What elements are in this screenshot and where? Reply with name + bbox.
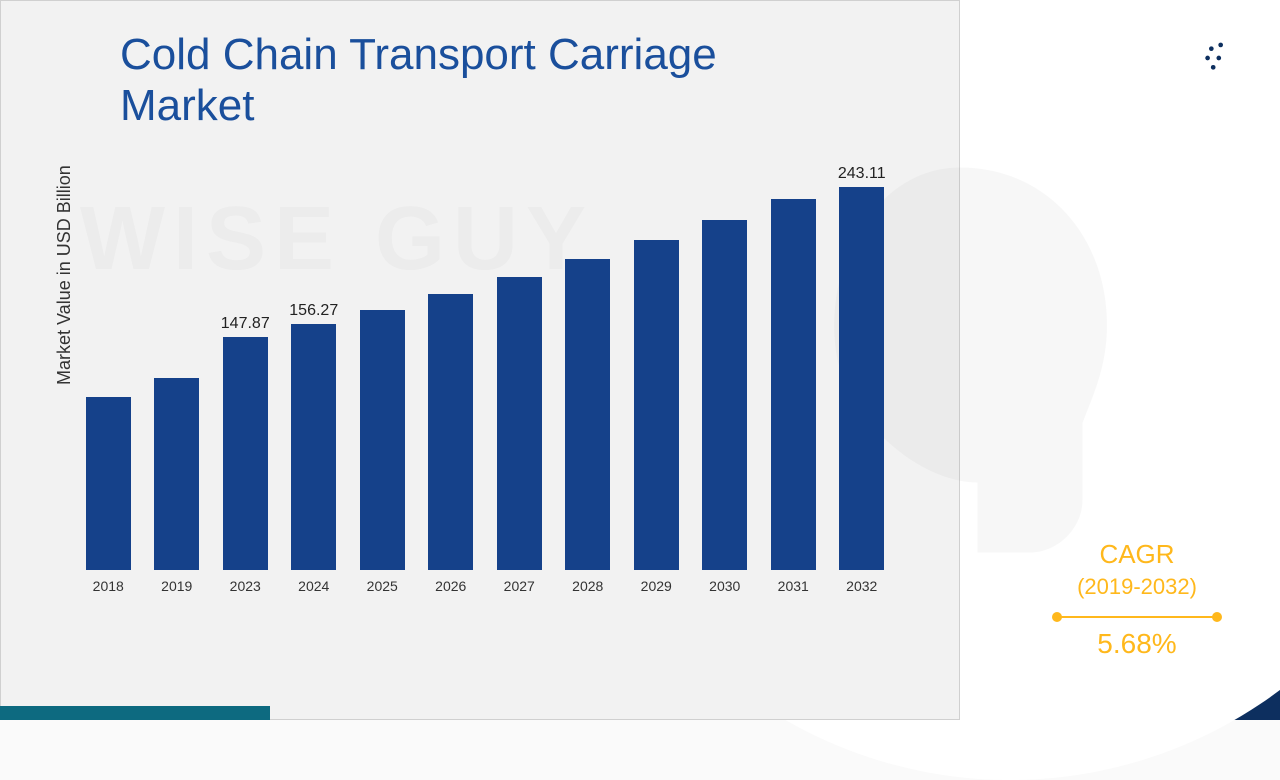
bar-group — [697, 220, 754, 570]
bar-group — [149, 378, 206, 570]
bar-group — [628, 240, 685, 570]
divider-icon — [1057, 616, 1217, 618]
bar — [771, 199, 816, 570]
x-axis-label: 2030 — [697, 572, 754, 600]
bar-group: 147.87 — [217, 337, 274, 570]
x-axis-label: 2026 — [423, 572, 480, 600]
bar — [634, 240, 679, 570]
cagr-value: 5.68% — [1032, 628, 1242, 660]
x-axis-label: 2028 — [560, 572, 617, 600]
bar — [223, 337, 268, 570]
bar — [702, 220, 747, 570]
logo-subtitle: R E P O R T S — [964, 88, 1184, 104]
bar — [291, 324, 336, 570]
x-axis-label: 2029 — [628, 572, 685, 600]
x-axis-label: 2027 — [491, 572, 548, 600]
bar-group — [423, 294, 480, 570]
y-axis-label: Market Value in USD Billion — [54, 165, 75, 385]
bar-group — [765, 199, 822, 570]
bar-group: 243.11 — [834, 187, 891, 570]
logo-head-icon — [1192, 30, 1240, 86]
bar-value-label: 147.87 — [221, 315, 270, 333]
bar — [565, 259, 610, 570]
bar-chart: 147.87156.27243.11 201820192023202420252… — [80, 160, 890, 600]
bar-group — [80, 397, 137, 570]
bar — [428, 294, 473, 570]
x-axis-label: 2024 — [286, 572, 343, 600]
cagr-range: (2019-2032) — [1032, 574, 1242, 600]
bar — [154, 378, 199, 570]
bar — [86, 397, 131, 570]
bar — [497, 277, 542, 570]
bar — [360, 310, 405, 570]
brand-logo: WISE GUY R E P O R T S — [964, 30, 1240, 104]
bars-container: 147.87156.27243.11 — [80, 160, 890, 570]
cagr-title: CAGR — [1032, 539, 1242, 570]
cagr-block: CAGR (2019-2032) 5.68% — [1032, 539, 1242, 660]
x-axis-label: 2031 — [765, 572, 822, 600]
x-axis-label: 2019 — [149, 572, 206, 600]
x-axis-label: 2025 — [354, 572, 411, 600]
x-axis-label: 2023 — [217, 572, 274, 600]
bar-value-label: 156.27 — [289, 302, 338, 320]
bar-value-label: 243.11 — [838, 165, 886, 183]
bar-group — [491, 277, 548, 570]
x-axis-label: 2018 — [80, 572, 137, 600]
chart-title: Cold Chain Transport Carriage Market — [120, 30, 860, 131]
bar-group — [560, 259, 617, 570]
bar-group: 156.27 — [286, 324, 343, 570]
logo-text: WISE GUY — [996, 37, 1184, 79]
x-axis-labels: 2018 2019 2023 2024 2025 2026 2027 2028 2029 2030… — [80, 572, 890, 600]
bar — [839, 187, 884, 570]
x-axis-label: 2032 — [834, 572, 891, 600]
bottom-stripe — [0, 706, 270, 720]
bar-group — [354, 310, 411, 570]
